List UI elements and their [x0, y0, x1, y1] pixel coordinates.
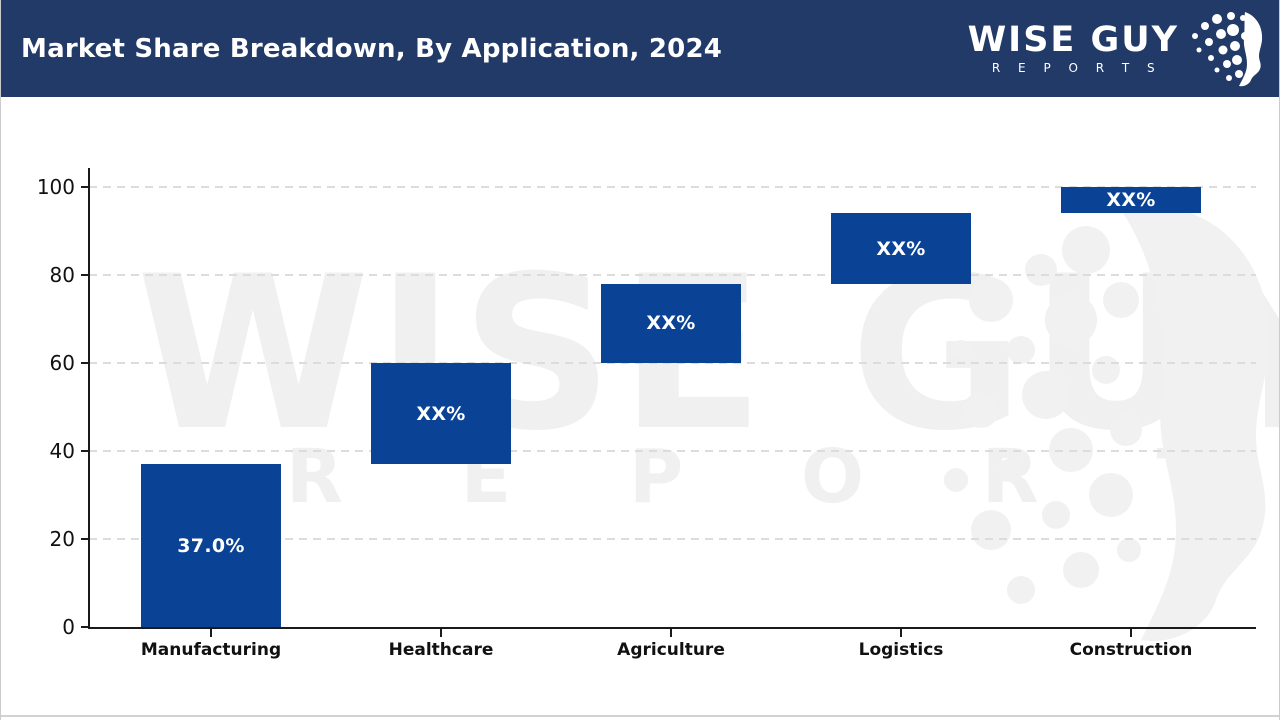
x-tick-mark	[210, 629, 212, 637]
page-title: Market Share Breakdown, By Application, …	[21, 33, 723, 64]
gridline-100	[89, 186, 1256, 188]
header-bar: Market Share Breakdown, By Application, …	[1, 0, 1279, 97]
category-label-manufacturing: Manufacturing	[140, 640, 282, 660]
y-tick-mark	[81, 538, 89, 540]
y-tick-label: 60	[49, 351, 75, 375]
brand-logo-text: WISE GUY R E P O R T S	[967, 20, 1179, 75]
bar-agriculture: XX%	[601, 283, 741, 363]
y-tick-label: 0	[62, 615, 75, 639]
y-tick-label: 20	[49, 527, 75, 551]
x-tick-mark	[900, 629, 902, 637]
y-tick-mark	[81, 186, 89, 188]
y-tick-label: 80	[49, 263, 75, 287]
y-tick-mark	[81, 274, 89, 276]
category-label-agriculture: Agriculture	[617, 640, 725, 660]
x-axis-line	[88, 627, 1256, 629]
brand-name: WISE GUY	[967, 20, 1179, 60]
brand-face-icon	[1192, 11, 1263, 86]
category-label-healthcare: Healthcare	[388, 640, 494, 660]
gridline-20	[89, 538, 1256, 540]
category-label-construction: Construction	[1069, 640, 1193, 660]
y-tick-label: 100	[36, 175, 75, 199]
brand-logo: WISE GUY R E P O R T S	[968, 6, 1267, 92]
watermark-face-icon	[944, 206, 1270, 641]
x-tick-mark	[440, 629, 442, 637]
gridline-40	[89, 450, 1256, 452]
brand-subname: R E P O R T S	[991, 61, 1162, 75]
y-tick-mark	[81, 362, 89, 364]
bar-value-label: 37.0%	[177, 534, 245, 557]
bar-value-label: XX%	[1106, 189, 1156, 212]
bar-value-label: XX%	[876, 237, 926, 260]
x-tick-mark	[670, 629, 672, 637]
bar-construction: XX%	[1061, 187, 1201, 214]
x-tick-mark	[1130, 629, 1132, 637]
y-axis-line	[88, 168, 90, 629]
y-tick-mark	[81, 450, 89, 452]
bar-logistics: XX%	[831, 213, 971, 284]
bar-healthcare: XX%	[371, 363, 511, 465]
gridline-60	[89, 362, 1256, 364]
y-tick-label: 40	[49, 439, 75, 463]
gridline-80	[89, 274, 1256, 276]
y-tick-mark	[81, 626, 89, 628]
category-label-logistics: Logistics	[858, 640, 944, 660]
bar-value-label: XX%	[416, 402, 466, 425]
bar-value-label: XX%	[646, 312, 696, 335]
bar-manufacturing: 37.0%	[141, 464, 281, 627]
